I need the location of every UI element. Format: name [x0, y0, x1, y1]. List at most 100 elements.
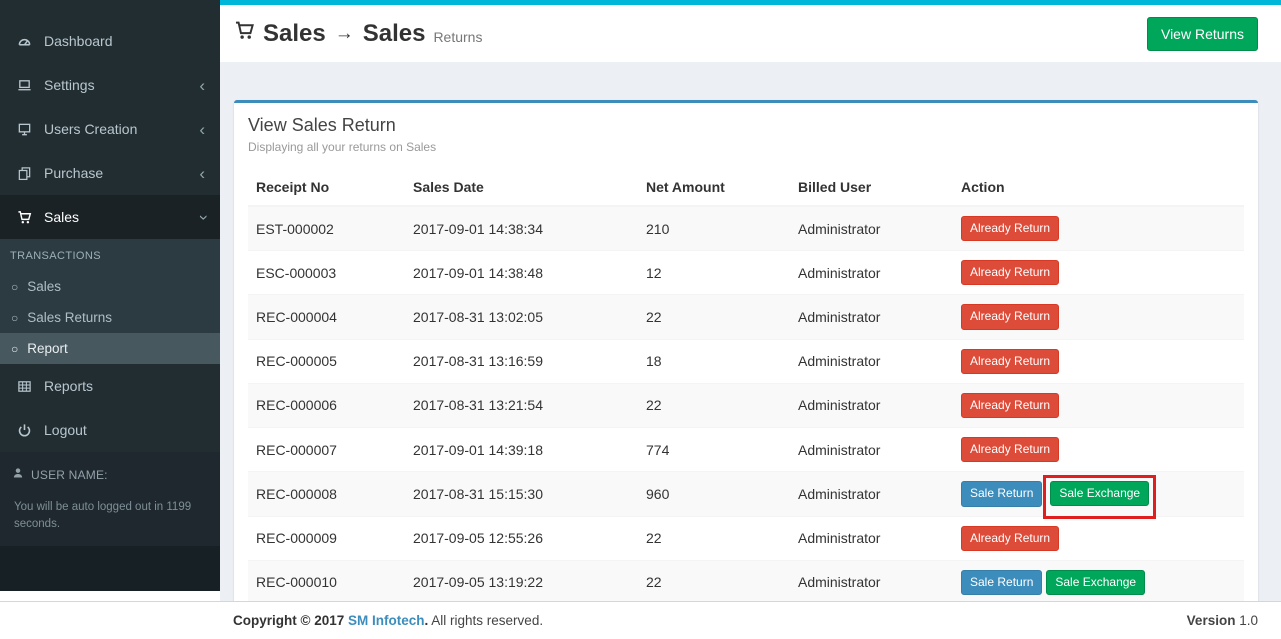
already-return-button[interactable]: Already Return [961, 392, 1060, 418]
user-name-label: USER NAME: [31, 467, 108, 482]
cell-receipt-no: REC-000006 [248, 382, 405, 428]
cell-sales-date: 2017-08-31 13:21:54 [405, 382, 638, 428]
copyright-period: . [424, 613, 429, 628]
rights-text: All rights reserved. [431, 613, 544, 628]
table-header-row: Receipt No Sales Date Net Amount Billed Use… [248, 169, 1244, 207]
sidebar-subitem-sales[interactable]: ○ Sales [0, 271, 220, 302]
top-accent-strip [220, 0, 1281, 5]
cell-actions: Already Return [953, 205, 1244, 251]
sidebar-subitem-label: Sales [27, 279, 62, 294]
cell-receipt-no: REC-000005 [248, 338, 405, 384]
sale-exchange-button[interactable]: Sale Exchange [1050, 481, 1150, 507]
sidebar-subitem-label: Sales Returns [27, 310, 113, 325]
sale-exchange-button[interactable]: Sale Exchange [1046, 569, 1146, 595]
cell-billed-user: Administrator [790, 471, 953, 517]
sidebar-item-dashboard[interactable]: Dashboard [0, 19, 220, 63]
table-row: REC-000008 2017-08-31 15:15:30 960 Administ… [248, 471, 1244, 520]
table-icon [15, 379, 33, 394]
circle-icon: ○ [11, 279, 19, 294]
cell-sales-date: 2017-08-31 13:16:59 [405, 338, 638, 384]
cell-net-amount: 774 [638, 426, 790, 472]
dashboard-icon [15, 34, 33, 49]
sidebar-item-label: Sales [44, 209, 80, 225]
cell-net-amount: 22 [638, 382, 790, 428]
breadcrumb-root: Sales [263, 19, 326, 47]
power-icon [15, 423, 33, 438]
cell-billed-user: Administrator [790, 382, 953, 428]
cell-sales-date: 2017-09-05 13:19:22 [405, 559, 638, 604]
already-return-button[interactable]: Already Return [961, 216, 1060, 242]
table-row: REC-000004 2017-08-31 13:02:05 22 Administr… [248, 294, 1244, 340]
cell-sales-date: 2017-09-01 14:38:48 [405, 250, 638, 295]
sidebar-subitem-report[interactable]: ○ Report [0, 333, 220, 364]
cell-sales-date: 2017-09-01 14:39:18 [405, 426, 638, 472]
desktop-icon [15, 122, 33, 137]
card-title: View Sales Return [248, 115, 396, 135]
sale-return-button[interactable]: Sale Return [961, 569, 1043, 595]
red-highlight-annotation: Sale Exchange [1043, 475, 1157, 520]
cell-receipt-no: REC-000010 [248, 559, 405, 604]
sidebar-item-purchase[interactable]: Purchase ‹ [0, 151, 220, 195]
cart-icon [15, 210, 33, 225]
cell-receipt-no: REC-000009 [248, 515, 405, 561]
already-return-button[interactable]: Already Return [961, 436, 1060, 463]
cell-sales-date: 2017-09-05 12:55:26 [405, 515, 638, 561]
cell-billed-user: Administrator [790, 338, 953, 384]
sidebar-item-reports[interactable]: Reports [0, 364, 220, 408]
cell-billed-user: Administrator [790, 559, 953, 604]
table-row: ESC-000003 2017-09-01 14:38:48 12 Administr… [248, 250, 1244, 295]
company-link[interactable]: SM Infotech [348, 613, 425, 628]
breadcrumb-page-sub: Returns [433, 28, 483, 45]
already-return-button[interactable]: Already Return [961, 525, 1060, 551]
footer: Copyright © 2017 SM Infotech. All rights… [0, 601, 1281, 639]
cell-actions: Sale Return Sale Exchange [953, 559, 1244, 604]
cell-net-amount: 210 [638, 205, 790, 251]
table-row: REC-000010 2017-09-05 13:19:22 22 Administr… [248, 559, 1244, 604]
sidebar-item-label: Users Creation [44, 121, 138, 137]
sidebar-item-label: Logout [44, 422, 87, 438]
sidebar-item-label: Settings [44, 77, 95, 93]
content: View Sales Return Displaying all your re… [220, 62, 1281, 618]
cell-billed-user: Administrator [790, 250, 953, 295]
table-row: REC-000005 2017-08-31 13:16:59 18 Administr… [248, 338, 1244, 384]
column-header: Receipt No [248, 169, 405, 207]
sidebar-item-label: Dashboard [44, 33, 113, 49]
cell-actions: Already Return [953, 338, 1244, 384]
already-return-button[interactable]: Already Return [961, 348, 1060, 374]
sidebar-item-settings[interactable]: Settings ‹ [0, 63, 220, 107]
already-return-button[interactable]: Already Return [961, 260, 1060, 286]
table-row: REC-000006 2017-08-31 13:21:54 22 Administr… [248, 382, 1244, 428]
cell-net-amount: 18 [638, 338, 790, 384]
sale-return-button[interactable]: Sale Return [961, 481, 1043, 507]
cell-actions: Already Return [953, 382, 1244, 428]
column-header: Billed User [790, 169, 953, 207]
sidebar-item-label: Purchase [44, 165, 104, 181]
already-return-button[interactable]: Already Return [961, 304, 1060, 330]
cell-actions: Already Return [953, 250, 1244, 295]
main-area: Sales → Sales Returns View Returns View … [220, 0, 1281, 618]
circle-icon: ○ [11, 310, 19, 325]
arrow-right-icon: → [334, 22, 354, 44]
sidebar-item-label: Reports [44, 378, 94, 394]
sales-returns-table: Receipt No Sales Date Net Amount Billed Use… [248, 169, 1244, 604]
column-header: Sales Date [405, 169, 638, 207]
cell-net-amount: 22 [638, 515, 790, 561]
sidebar-item-sales[interactable]: Sales ‹ [0, 195, 220, 239]
view-returns-button[interactable]: View Returns [1146, 16, 1258, 51]
user-icon [12, 467, 24, 482]
sidebar-subitem-label: Report [27, 341, 68, 356]
copy-icon [15, 166, 33, 181]
sidebar-item-users-creation[interactable]: Users Creation ‹ [0, 107, 220, 151]
sidebar-item-logout[interactable]: Logout [0, 408, 220, 452]
column-header: Net Amount [638, 169, 790, 207]
cell-actions: Sale Return Sale Exchange [953, 471, 1244, 520]
sidebar-subitem-sales-returns[interactable]: ○ Sales Returns [0, 302, 220, 333]
cell-receipt-no: REC-000004 [248, 294, 405, 340]
cell-net-amount: 12 [638, 250, 790, 295]
table-row: REC-000007 2017-09-01 14:39:18 774 Administ… [248, 426, 1244, 472]
cell-actions: Already Return [953, 426, 1244, 472]
sidebar-section-transactions: TRANSACTIONS [0, 239, 220, 271]
sidebar-filler [0, 545, 220, 591]
cell-net-amount: 22 [638, 559, 790, 604]
